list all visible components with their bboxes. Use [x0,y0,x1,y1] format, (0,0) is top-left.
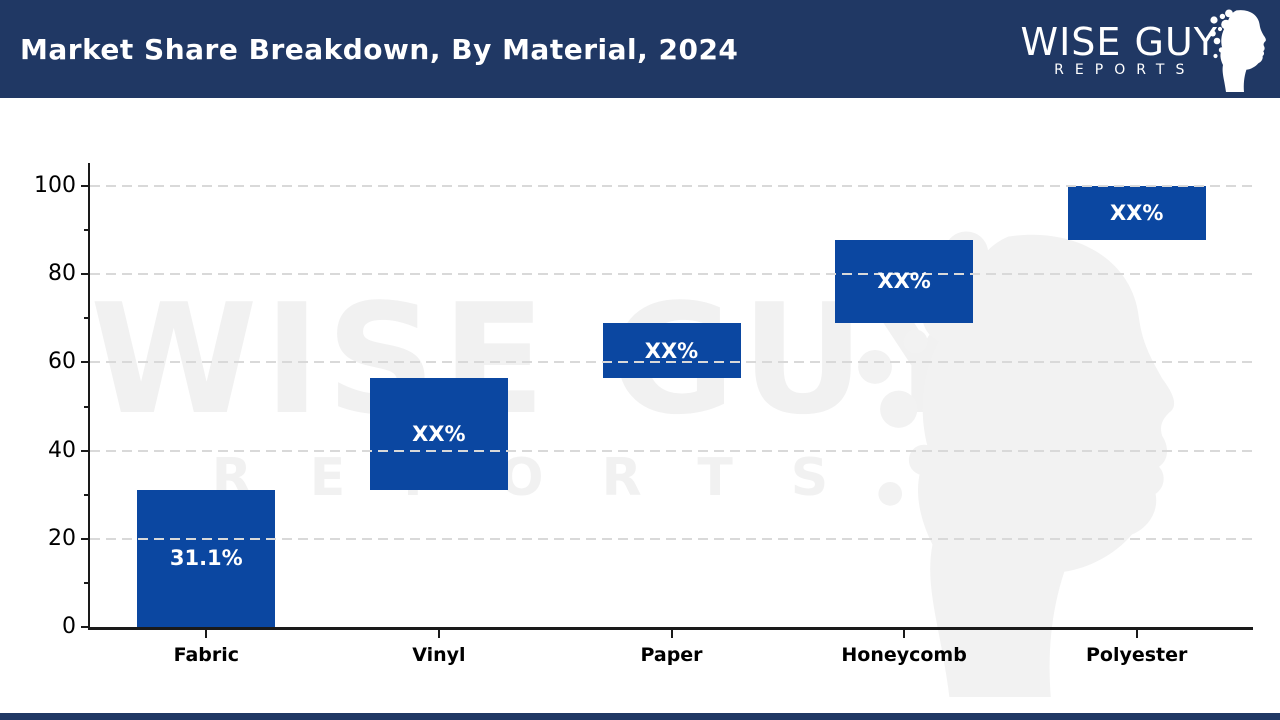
watermark-subtitle: REPORTS [211,448,887,508]
x-tick [1135,629,1138,638]
y-tick [81,185,89,187]
bar-label: XX% [412,422,466,447]
bar-label: 31.1% [169,546,243,571]
bar-label: XX% [644,338,699,363]
logo-wordmark: WISE GUY [1020,20,1218,65]
bar [602,323,741,379]
x-tick-label: Vinyl [412,644,466,666]
x-tick-label: Polyester [1085,644,1188,666]
logo-text: WISE GUY REPORTS [1020,20,1218,78]
y-tick [81,537,89,540]
y-minor-tick [84,317,89,320]
page-title: Market Share Breakdown, By Material, 202… [20,32,739,66]
logo-face-icon [1209,9,1266,92]
bar [1067,186,1206,240]
footer-bar [0,713,1280,720]
y-tick-label: 80 [48,261,76,287]
wiseguy-logo: WISE GUY REPORTS [1021,8,1274,92]
y-tick-label: 60 [48,349,76,375]
y-minor-tick [84,493,89,496]
x-tick [437,629,440,638]
y-tick-label: 0 [62,614,76,639]
grid-line [90,361,1253,364]
y-minor-tick [84,581,89,584]
y-tick [81,449,89,452]
y-minor-tick [84,405,89,408]
grid-line [90,273,1253,276]
watermark-wordmark: WISE GUY [90,271,987,448]
x-tick [205,629,208,638]
x-axis-spine [88,627,1253,630]
bar-label: XX% [1109,200,1164,225]
chart-area: WISE GUY REPORTS 0 20 40 60 80 100 31.1% XX% XX%… [0,98,1280,713]
grid-line [90,185,1253,187]
bar [137,489,276,627]
grid-line [90,537,1253,540]
x-tick-label: Honeycomb [841,644,967,666]
x-tick [670,629,673,638]
y-tick [81,626,89,628]
y-tick-label: 20 [48,525,76,551]
y-tick-label: 40 [48,437,76,463]
bar-label: XX% [877,269,931,294]
bar [369,378,508,490]
plot-region: 0 20 40 60 80 100 31.1% XX% XX% XX% XX% Fabric Vinyl… [0,98,1280,713]
x-tick-label: Fabric [173,644,240,666]
header: Market Share Breakdown, By Material, 202… [0,0,1280,98]
y-tick [81,361,89,364]
x-tick [903,629,906,638]
x-tick-label: Paper [640,644,703,666]
grid-line [90,449,1253,452]
y-axis-spine [88,163,90,630]
y-minor-tick [84,229,89,232]
logo-subtitle: REPORTS [1054,61,1196,78]
y-tick [81,273,89,276]
bar [835,239,974,324]
y-tick-label: 100 [34,173,76,198]
